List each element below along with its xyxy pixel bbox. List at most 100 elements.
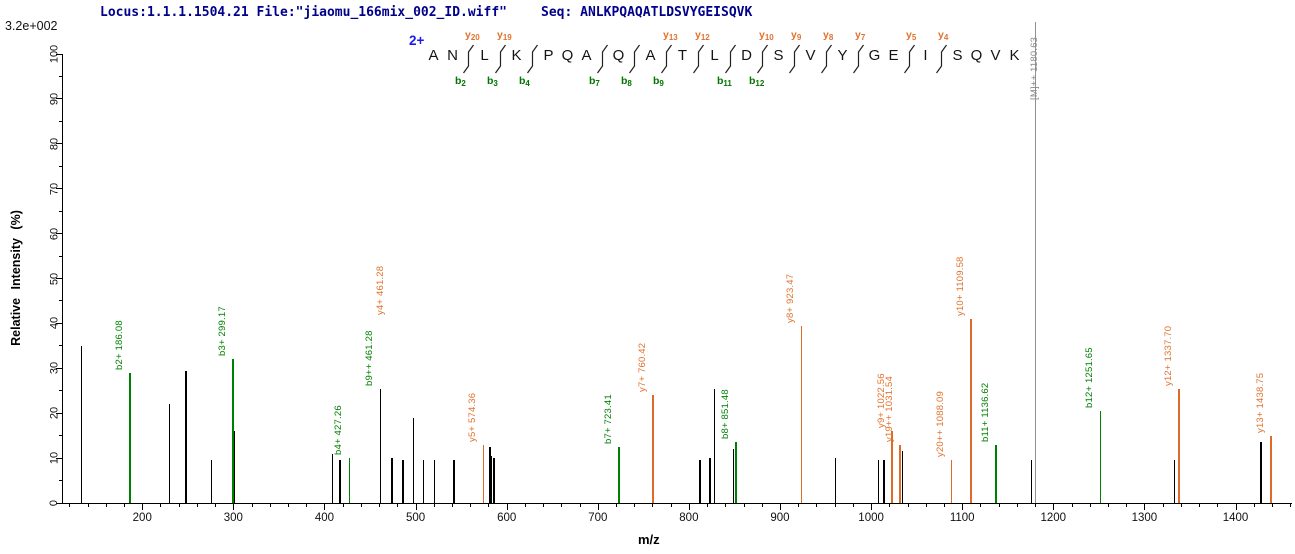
residue-letter: A [581,47,592,64]
residue-letter: S [773,47,784,64]
residue-cell: S [769,31,788,91]
x-axis-tick [1016,503,1018,507]
peak [210,460,213,503]
fragment-ion-peak [1178,388,1180,503]
residue-cell: I [916,31,935,91]
x-axis-tick-label: 700 [588,512,608,524]
x-axis-tick [943,503,945,507]
x-axis-tick [506,503,508,510]
peak [709,458,711,503]
x-axis-tick [1180,503,1182,507]
fragment-ion-peak [128,372,131,503]
x-axis-tick [415,503,417,510]
peak [413,417,415,503]
fragment-slash-icon [757,44,768,74]
residue-cell: K [507,31,526,91]
fragment-slash-icon [597,44,608,74]
x-axis-tick [342,503,344,507]
fragment-slash-icon [904,44,915,74]
residue-letter: I [923,47,928,64]
y-axis-tick [56,278,63,279]
peak [453,460,455,503]
y-axis-tick [59,75,63,77]
y-axis-tick [56,98,63,100]
x-axis-tick [743,503,745,507]
y-axis-tick-label: 60 [48,227,60,240]
x-axis-tick [798,503,800,507]
x-axis-tick [178,503,180,507]
sequence-text: Seq: ANLKPQAQATLDSVYGEISQVK [541,5,753,20]
fragment-slash-icon [725,44,736,74]
b-ion-label: b3 [487,75,498,88]
peak [331,453,334,503]
y-ion-label: y8 [823,29,834,42]
residue-cell: Q [609,31,628,91]
residue-cell: P [539,31,558,91]
y-ion-label: y13 [663,29,678,42]
x-axis-tick [324,503,326,510]
peak-label: b3+ 299.17 [216,306,228,357]
peak-label: b8+ 851.48 [719,389,731,440]
peak [233,431,235,503]
x-axis-tick [87,503,89,507]
fragment-slash-icon [463,44,474,74]
y-ion-label: y20 [465,29,480,42]
y-ion-label: y4 [938,29,949,42]
precursor-ion-line [1034,22,1037,503]
x-axis-tick-label: 1300 [1131,512,1158,524]
residue-cell: T [673,31,692,91]
y-axis-tick-label: 100 [48,44,60,64]
x-axis-tick-label: 1000 [858,512,884,524]
residue-letter: K [511,47,522,64]
peak [699,460,701,503]
fragmentation-site: b11 [717,31,737,91]
residue-letter: D [741,47,752,64]
residue-letter: T [677,47,688,64]
fragment-slash-icon [693,44,704,74]
x-axis-tick-label: 1400 [1222,512,1249,524]
fragment-ion-peak [800,325,803,503]
residue-letter: P [543,47,554,64]
peak [493,458,495,503]
x-axis-tick [105,503,107,507]
x-axis-tick-label: 1200 [1040,512,1067,524]
fragmentation-site: b8 [621,31,641,91]
peak [391,458,393,503]
x-axis-tick-label: 400 [314,512,335,524]
residue-letter: Q [970,47,983,64]
fragmentation-site: y10 b12 [749,29,774,91]
x-axis-tick [889,503,891,507]
fragmentation-site: y9 [788,29,801,91]
fragment-slash-icon [853,44,864,74]
residue-cell: Q [558,31,577,91]
fragment-slash-icon [789,44,800,74]
fragmentation-site: y4 [935,29,949,91]
residue-letter: Y [837,47,848,64]
residue-cell: V [801,31,820,91]
fragment-ion-peak [1099,410,1102,503]
fragmentation-site: b4 [519,31,539,91]
residue-letter: V [805,47,816,64]
x-axis-tick-label: 900 [770,512,790,524]
peak [901,451,904,503]
peak [1173,460,1176,503]
y-axis-tick [56,233,63,235]
peak-label: b11+ 1136.62 [979,382,991,442]
x-axis-tick [688,503,690,510]
x-axis-tick [397,503,399,507]
y-axis-tick [59,345,63,347]
peak-label: b9++ 461.28 [364,329,376,386]
peak [489,446,491,503]
residue-cell: E [884,31,903,91]
x-axis-tick [907,503,909,507]
b-ion-label: b11 [717,75,732,88]
residue-cell: D [737,31,756,91]
x-axis-tick [160,503,162,507]
residue-cell: A [641,31,660,91]
peak-label: b7+ 723.41 [603,394,615,444]
residue-cell: A [577,31,596,91]
x-axis-tick [816,503,818,507]
peak [185,370,187,503]
y-ion-label: y19 [497,29,512,42]
